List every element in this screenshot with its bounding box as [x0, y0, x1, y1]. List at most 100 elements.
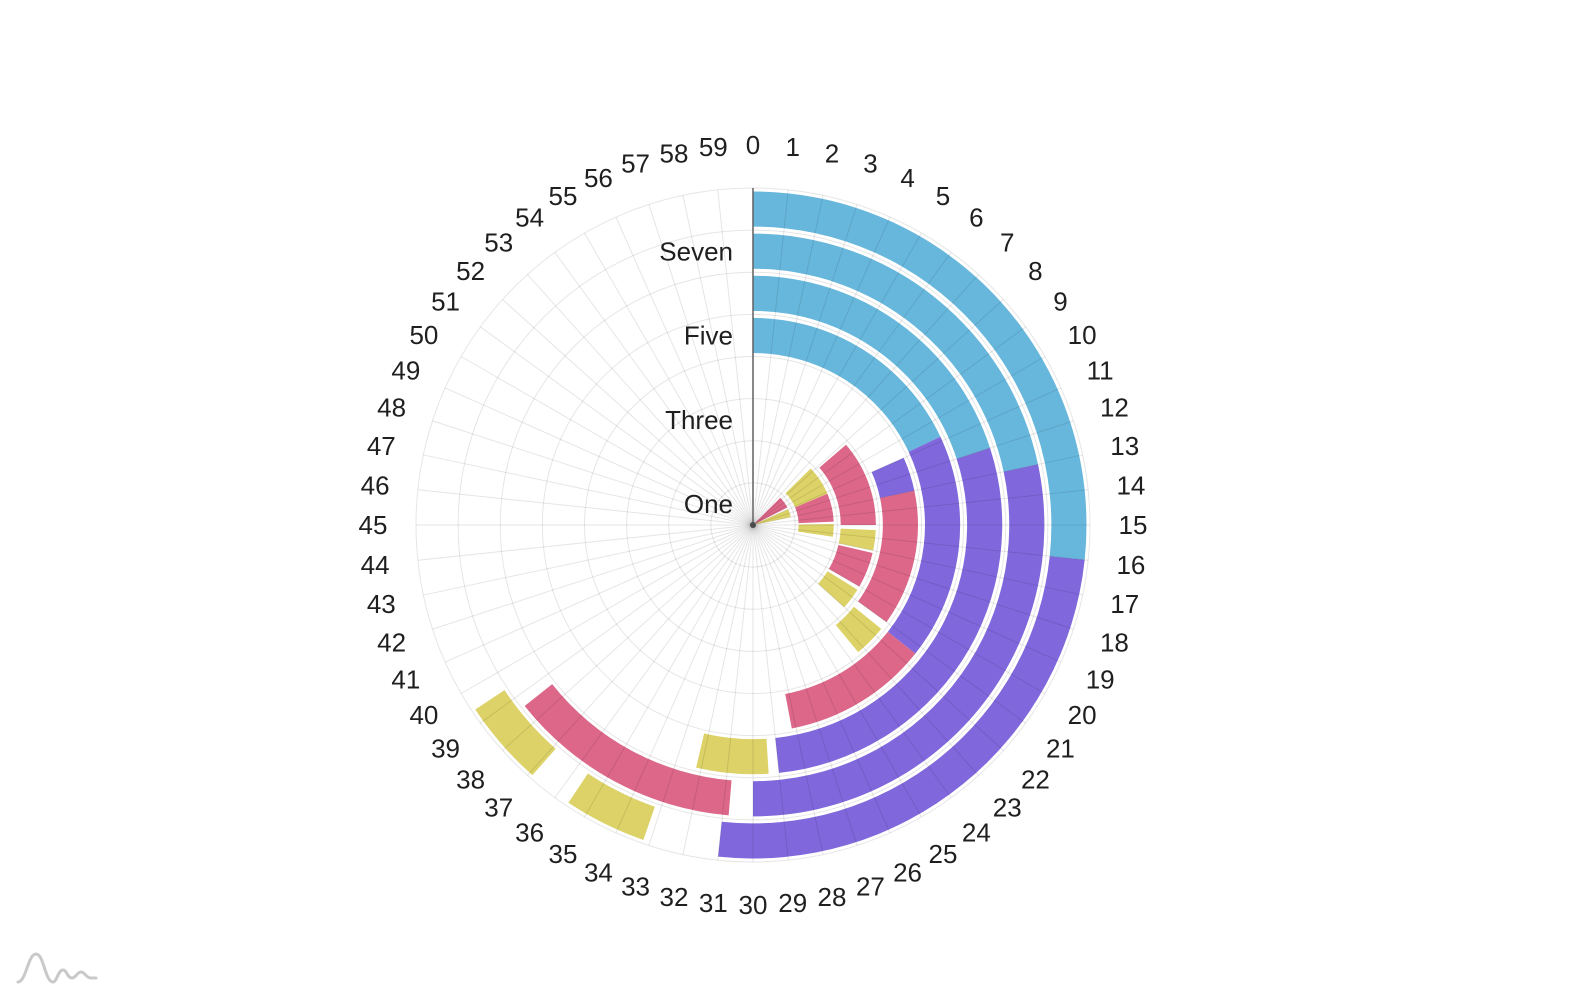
angular-axis-label: 23 [993, 793, 1022, 823]
angular-axis-label: 32 [660, 882, 689, 912]
radial-axis-label: Seven [659, 236, 733, 266]
angular-axis-label: 12 [1100, 393, 1129, 423]
grid-spoke [752, 524, 922, 818]
task-arc-eight-purple[interactable] [718, 556, 1085, 859]
task-arc-six-blue[interactable] [753, 275, 991, 459]
grid-spoke [752, 524, 952, 798]
angular-axis-label: 40 [409, 700, 438, 730]
task-arc-seven-pink[interactable] [524, 684, 732, 816]
grid-spoke [752, 387, 1062, 526]
angular-axis-label: 17 [1110, 589, 1139, 619]
grid-spoke [752, 252, 952, 526]
grid-spoke [752, 524, 1062, 663]
angular-axis-label: 48 [377, 393, 406, 423]
angular-axis-label: 15 [1119, 510, 1148, 540]
angular-axis-label: 44 [361, 550, 390, 580]
grid-spoke [423, 524, 754, 596]
grid-spoke [752, 189, 789, 526]
task-arc-four-pink[interactable] [858, 490, 918, 622]
grid-spoke [752, 524, 1004, 751]
grid-spoke [502, 299, 754, 526]
grid-spoke [527, 274, 754, 526]
grid-spoke [752, 524, 858, 846]
angular-axis-label: 13 [1110, 431, 1139, 461]
task-arc-two-yellow[interactable] [785, 468, 828, 508]
grid-spoke [444, 524, 754, 663]
angular-axis-label: 53 [484, 228, 513, 258]
grid-spoke [480, 326, 754, 526]
amcharts-logo[interactable] [14, 944, 134, 992]
angular-axis-label: 25 [929, 839, 958, 869]
angular-axis-label: 59 [699, 132, 728, 162]
angular-axis-label: 5 [936, 181, 950, 211]
grid-spoke [423, 454, 754, 526]
angular-axis-label: 52 [456, 256, 485, 286]
grid-spoke [460, 524, 754, 694]
angular-axis-label: 43 [367, 589, 396, 619]
angular-axis-label: 58 [660, 138, 689, 168]
angular-axis-label: 1 [785, 132, 799, 162]
grid-spoke [752, 524, 824, 855]
task-arc-three-pink[interactable] [819, 444, 876, 525]
grid-spoke [554, 252, 754, 526]
angular-axis-label: 18 [1100, 628, 1129, 658]
task-arc-seven-purple[interactable] [753, 464, 1045, 817]
angular-axis-label: 38 [456, 764, 485, 794]
angular-axis-label: 42 [377, 628, 406, 658]
task-arc-eight-yellow[interactable] [475, 690, 556, 776]
grid-spoke [648, 204, 754, 526]
grid-spoke [682, 195, 754, 526]
angular-axis-label: 33 [621, 872, 650, 902]
angular-axis-label: 46 [361, 470, 390, 500]
angular-axis-label: 3 [863, 149, 877, 179]
task-arc-eight-blue[interactable] [753, 191, 1087, 560]
task-arc-two-pink[interactable] [795, 493, 834, 524]
task-arc-six-yellow[interactable] [696, 733, 769, 775]
angular-axis-label: 9 [1053, 287, 1067, 317]
angular-axis-label: 36 [515, 818, 544, 848]
task-arc-one-yellow[interactable] [756, 509, 791, 525]
angular-axis-label: 35 [549, 839, 578, 869]
angular-axis-label: 57 [621, 149, 650, 179]
angular-axis-label: 21 [1046, 733, 1075, 763]
grid-spoke [752, 299, 1004, 526]
grid-spoke [752, 524, 1026, 724]
grid-spoke [417, 524, 754, 561]
angular-axis-label: 19 [1086, 665, 1115, 695]
task-arc-seven-blue[interactable] [753, 233, 1039, 472]
grid-spoke [752, 274, 979, 526]
angular-axis-label: 29 [778, 888, 807, 918]
angular-axis-label: 41 [391, 665, 420, 695]
grid-spoke [717, 189, 754, 526]
grid-spoke [752, 524, 1089, 561]
task-arc-three-pink[interactable] [828, 545, 873, 587]
task-arc-three-yellow[interactable] [818, 571, 858, 608]
angular-axis-label: 27 [856, 872, 885, 902]
angular-axis-label: 7 [1000, 228, 1014, 258]
task-arc-two-yellow[interactable] [798, 524, 834, 537]
task-arc-one-pink[interactable] [755, 497, 788, 524]
angular-axis-label: 50 [409, 320, 438, 350]
task-arc-five-blue[interactable] [753, 317, 941, 452]
grid-spoke [717, 524, 754, 861]
task-arc-six-purple[interactable] [775, 447, 1003, 773]
amcharts-logo-waves [16, 952, 98, 984]
radial-axis-label: Five [684, 321, 733, 351]
task-arc-eight-yellow[interactable] [568, 773, 655, 840]
grid-spoke [752, 204, 858, 526]
task-arc-five-pink[interactable] [785, 631, 916, 729]
grid-spoke [752, 524, 1046, 694]
grid-spoke [752, 326, 1026, 526]
angular-axis-label: 24 [962, 818, 991, 848]
angular-axis-label: 54 [515, 203, 544, 233]
angular-axis-label: 39 [431, 733, 460, 763]
task-arc-three-yellow[interactable] [838, 528, 876, 551]
radial-axis-label: Three [665, 405, 733, 435]
task-arc-four-purple[interactable] [871, 457, 915, 498]
grid-spoke [752, 216, 891, 526]
task-arc-five-purple[interactable] [887, 436, 961, 654]
task-arc-four-yellow[interactable] [835, 606, 882, 653]
grid-spoke [752, 195, 824, 526]
angular-axis-label: 55 [549, 181, 578, 211]
